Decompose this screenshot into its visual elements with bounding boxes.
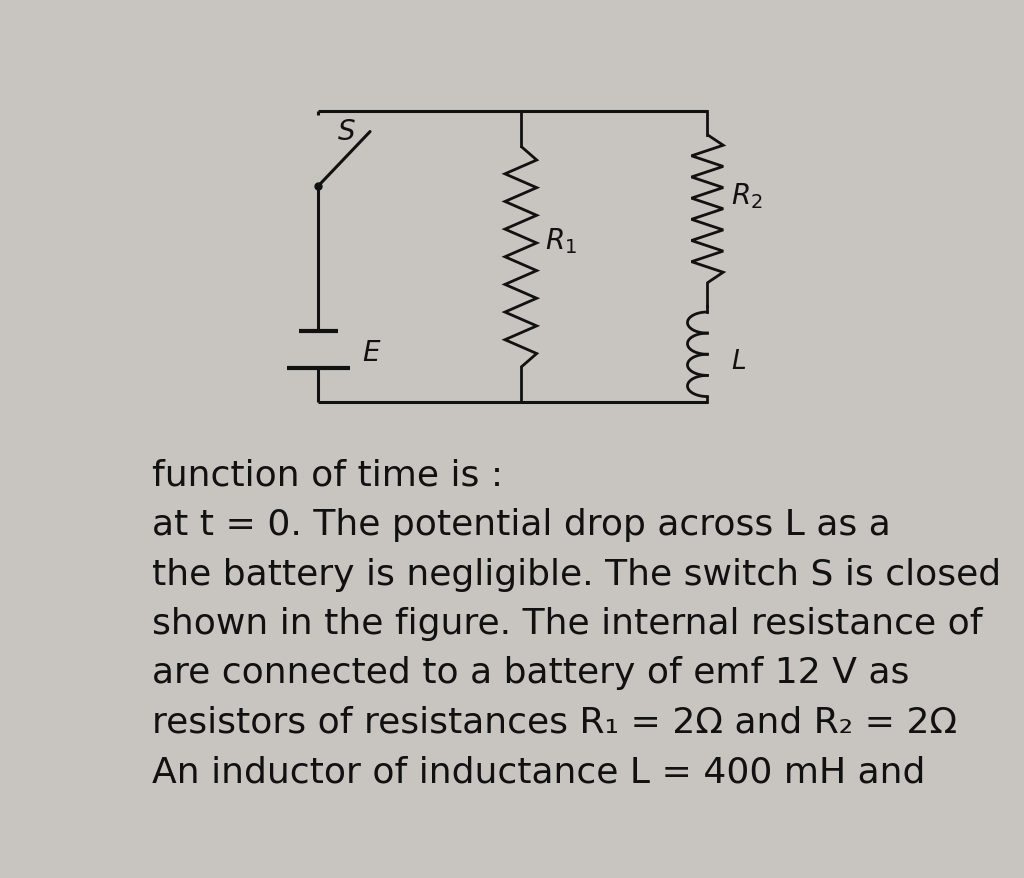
Text: at t = 0. The potential drop across L as a: at t = 0. The potential drop across L as… [152,507,891,542]
Text: An inductor of inductance L = 400 mH and: An inductor of inductance L = 400 mH and [152,754,925,788]
Text: are connected to a battery of emf 12 V as: are connected to a battery of emf 12 V a… [152,656,909,689]
Text: $R_2$: $R_2$ [731,181,763,211]
Text: the battery is negligible. The switch S is closed: the battery is negligible. The switch S … [152,557,1000,591]
Text: S: S [338,118,356,146]
Text: resistors of resistances R₁ = 2Ω and R₂ = 2Ω: resistors of resistances R₁ = 2Ω and R₂ … [152,705,957,739]
Text: $R_1$: $R_1$ [545,226,577,255]
Text: $L$: $L$ [731,349,746,375]
Text: E: E [362,339,380,366]
Text: shown in the figure. The internal resistance of: shown in the figure. The internal resist… [152,607,982,640]
Text: function of time is :: function of time is : [152,458,503,493]
